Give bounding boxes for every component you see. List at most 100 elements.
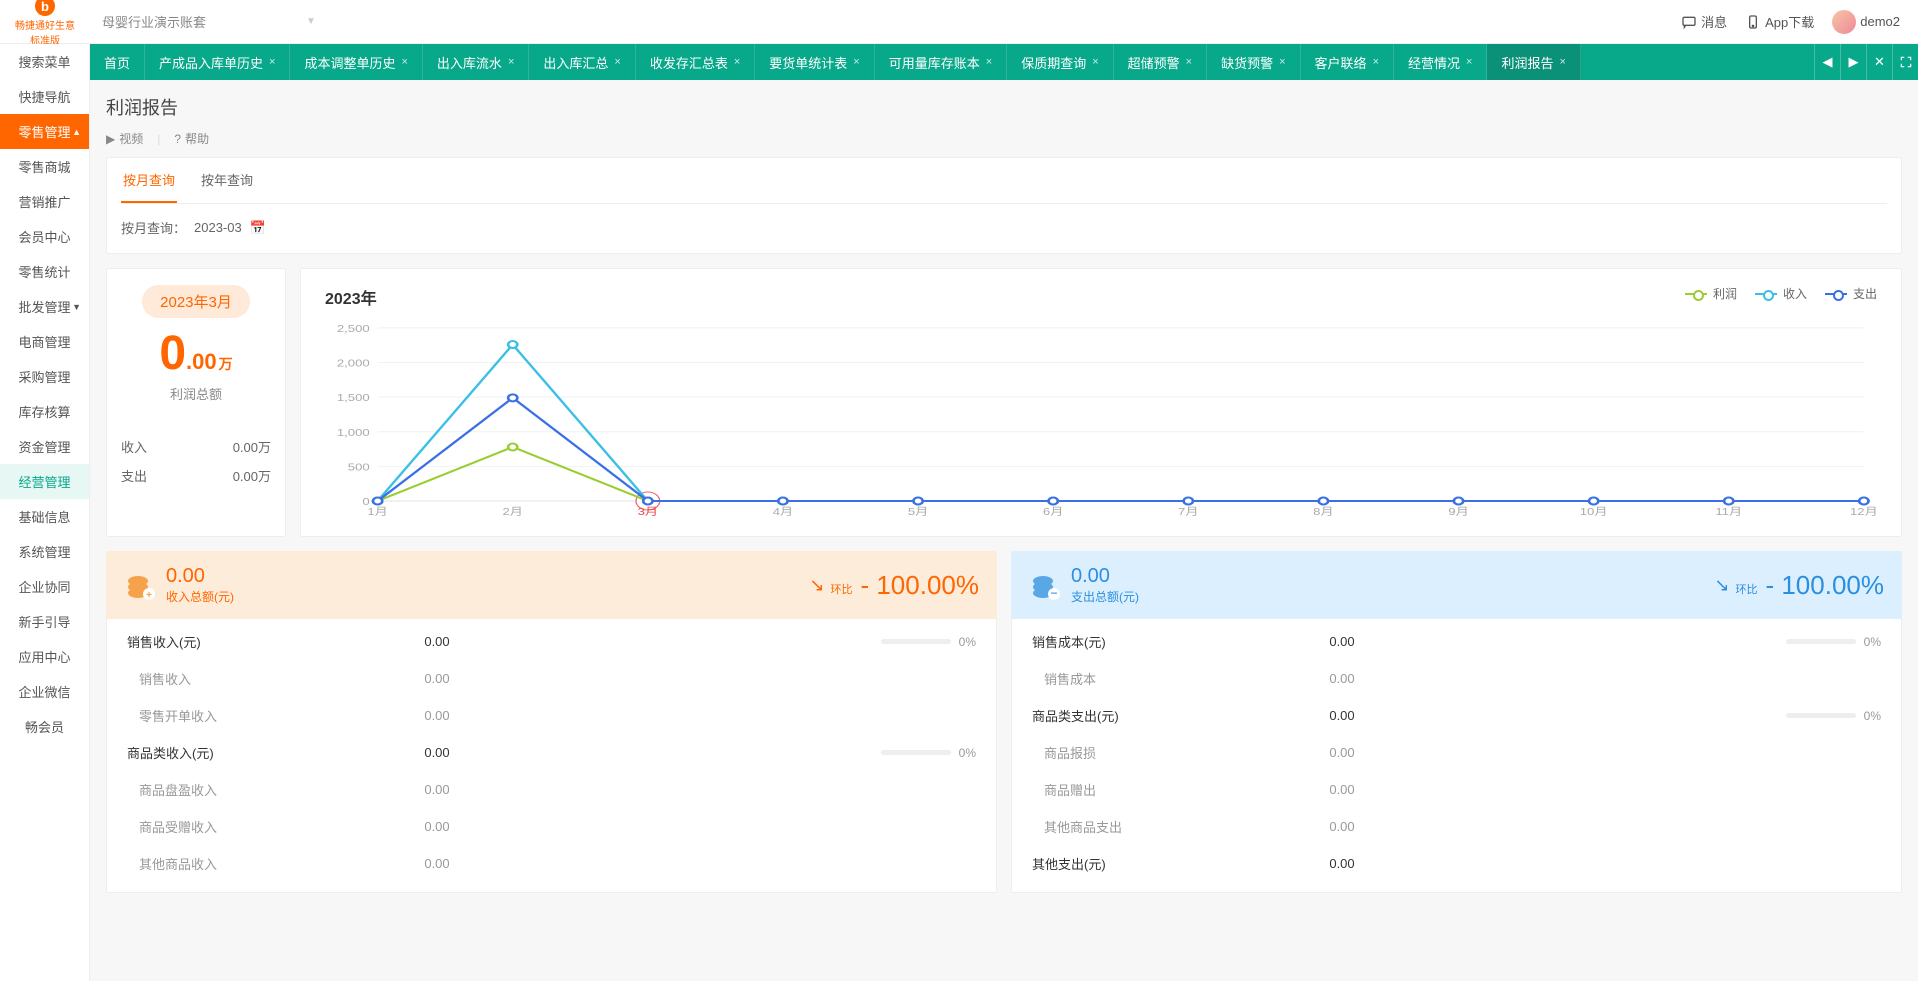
close-icon[interactable]: × [508, 56, 514, 68]
help-link[interactable]: ? 帮助 [174, 130, 209, 147]
tab-label: 缺货预警 [1221, 53, 1273, 72]
tab-8[interactable]: 保质期查询× [1007, 44, 1113, 80]
sidebar-item-18[interactable]: 企业微信 [0, 674, 89, 709]
sidebar-item-4[interactable]: 营销推广 [0, 184, 89, 219]
detail-row-6: 其他商品收入0.00 [107, 845, 996, 882]
tabs-close-button[interactable]: ✕ [1866, 44, 1892, 80]
tab-10[interactable]: 缺货预警 × [1207, 44, 1300, 80]
trend-down-icon: ↘ [1714, 575, 1729, 596]
close-icon[interactable]: × [1186, 56, 1192, 68]
pct: 0% [527, 746, 976, 760]
tabs-next-button[interactable]: ▶ [1840, 44, 1866, 80]
close-icon[interactable]: × [614, 56, 620, 68]
row-name: 销售成本 [1032, 669, 1252, 688]
video-link[interactable]: ▶ 视频 [106, 130, 143, 147]
tab-7[interactable]: 可用量库存账本× [875, 44, 1007, 80]
calendar-icon[interactable]: 📅 [250, 220, 266, 236]
app-download-button[interactable]: App下载 [1745, 12, 1814, 31]
tab-9[interactable]: 超储预警 × [1114, 44, 1207, 80]
svg-text:2,000: 2,000 [337, 358, 370, 369]
coins-plus-icon: + [124, 569, 156, 601]
tab-1[interactable]: 产成品入库单历史× [145, 44, 290, 80]
row-val: 0.00 [1252, 671, 1432, 686]
trend-down-icon: ↘ [809, 575, 824, 596]
sidebar-item-8[interactable]: 电商管理 [0, 324, 89, 359]
tab-5[interactable]: 收发存汇总表× [636, 44, 755, 80]
close-icon[interactable]: × [1092, 56, 1098, 68]
sidebar-item-6[interactable]: 零售统计 [0, 254, 89, 289]
sidebar-item-16[interactable]: 新手引导 [0, 604, 89, 639]
sidebar-item-9[interactable]: 采购管理 [0, 359, 89, 394]
row-name: 其他商品支出 [1032, 817, 1252, 836]
sidebar-item-2[interactable]: 零售管理▲ [0, 114, 89, 149]
legend-item-0[interactable]: 利润 [1685, 285, 1737, 302]
sidebar-item-7[interactable]: 批发管理▼ [0, 289, 89, 324]
sidebar-item-11[interactable]: 资金管理 [0, 429, 89, 464]
close-icon[interactable]: × [986, 56, 992, 68]
sidebar-item-10[interactable]: 库存核算 [0, 394, 89, 429]
user-name: demo2 [1860, 14, 1900, 29]
svg-text:−: − [1050, 586, 1057, 600]
profit-label: 利润总额 [170, 384, 222, 403]
tab-12[interactable]: 经营情况 × [1394, 44, 1487, 80]
svg-text:2,500: 2,500 [337, 323, 370, 334]
video-label: 视频 [119, 130, 143, 147]
close-icon[interactable]: × [1373, 56, 1379, 68]
account-selector[interactable]: 母婴行业演示账套 ▼ [102, 12, 316, 31]
sidebar-item-0[interactable]: 搜索菜单 [0, 44, 89, 79]
sidebar-item-15[interactable]: 企业协同 [0, 569, 89, 604]
tab-11[interactable]: 客户联络× [1301, 44, 1394, 80]
caret-icon: ▼ [72, 302, 81, 312]
sidebar-item-19[interactable]: 畅会员 [0, 709, 89, 744]
row-name: 销售收入(元) [127, 632, 347, 651]
detail-row-4: 商品赠出0.00 [1012, 771, 1901, 808]
expense-value: 0.00 [1071, 565, 1139, 588]
user-menu[interactable]: demo2 [1832, 10, 1900, 34]
svg-text:5月: 5月 [908, 506, 928, 517]
detail-row-5: 其他商品支出0.00 [1012, 808, 1901, 845]
profit-dec: .00 [186, 349, 217, 375]
tab-0[interactable]: 首页 [90, 44, 145, 80]
sidebar-item-14[interactable]: 系统管理 [0, 534, 89, 569]
close-icon[interactable]: × [1466, 56, 1472, 68]
tab-4[interactable]: 出入库汇总× [529, 44, 635, 80]
close-icon[interactable]: × [853, 56, 859, 68]
sub-tab-0[interactable]: 按月查询 [121, 158, 177, 203]
hb-label: 环比 [1735, 581, 1757, 597]
messages-button[interactable]: 消息 [1681, 12, 1727, 31]
tab-13[interactable]: 利润报告× [1487, 44, 1580, 80]
sidebar-item-5[interactable]: 会员中心 [0, 219, 89, 254]
close-icon[interactable]: × [269, 56, 275, 68]
legend-item-2[interactable]: 支出 [1825, 285, 1877, 302]
tab-3[interactable]: 出入库流水× [423, 44, 529, 80]
sidebar-item-13[interactable]: 基础信息 [0, 499, 89, 534]
sidebar-item-3[interactable]: 零售商城 [0, 149, 89, 184]
tab-label: 超储预警 [1128, 53, 1180, 72]
row-name: 商品报损 [1032, 743, 1252, 762]
svg-text:10月: 10月 [1580, 506, 1608, 517]
detail-row-2: 商品类支出(元)0.000% [1012, 697, 1901, 734]
svg-text:+: + [146, 590, 152, 601]
fullscreen-button[interactable] [1892, 44, 1918, 80]
help-label: 帮助 [185, 130, 209, 147]
legend-item-1[interactable]: 收入 [1755, 285, 1807, 302]
sidebar-item-12[interactable]: 经营管理 [0, 464, 89, 499]
close-icon[interactable]: × [1559, 56, 1565, 68]
sidebar-item-1[interactable]: 快捷导航 [0, 79, 89, 114]
close-icon[interactable]: × [401, 56, 407, 68]
detail-row-2: 零售开单收入0.00 [107, 697, 996, 734]
tab-label: 经营情况 [1408, 53, 1460, 72]
detail-row-3: 商品类收入(元)0.000% [107, 734, 996, 771]
tab-2[interactable]: 成本调整单历史× [290, 44, 422, 80]
svg-text:1,000: 1,000 [337, 427, 370, 438]
sidebar-item-17[interactable]: 应用中心 [0, 639, 89, 674]
tabs-prev-button[interactable]: ◀ [1814, 44, 1840, 80]
mobile-icon [1745, 14, 1761, 30]
row-val: 0.00 [347, 708, 527, 723]
close-icon[interactable]: × [734, 56, 740, 68]
close-icon[interactable]: × [1279, 56, 1285, 68]
sidebar: 搜索菜单快捷导航零售管理▲零售商城营销推广会员中心零售统计批发管理▼电商管理采购… [0, 44, 90, 981]
tab-6[interactable]: 要货单统计表× [755, 44, 874, 80]
sub-tab-1[interactable]: 按年查询 [199, 158, 255, 203]
k: 收入 [121, 437, 147, 456]
